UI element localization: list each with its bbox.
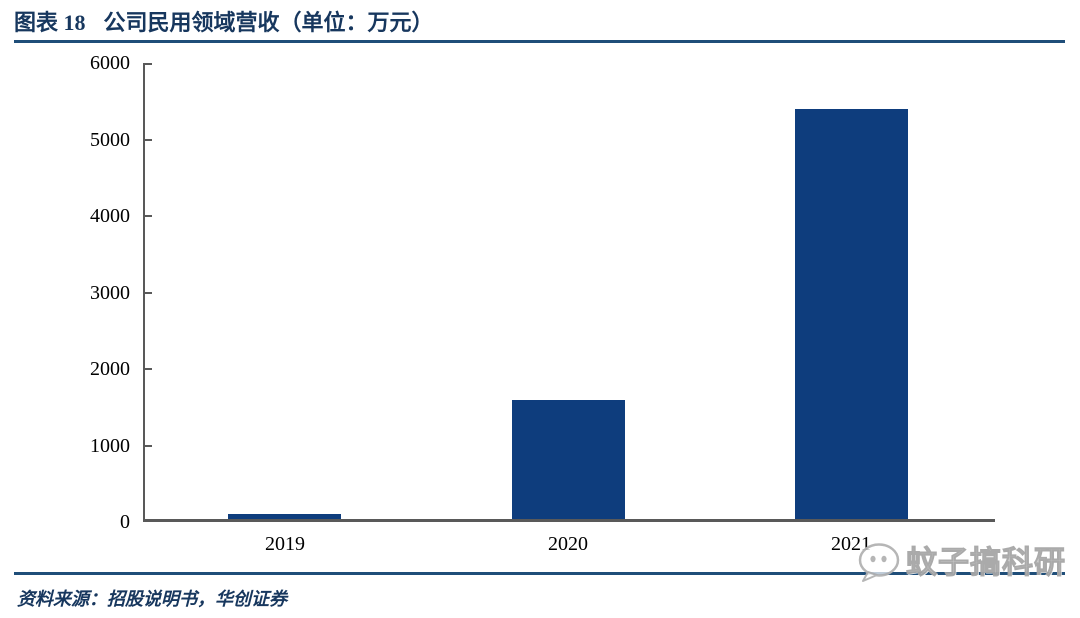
watermark-text: 蚊子搞科研 [906, 544, 1066, 580]
y-axis-tick-label: 3000 [90, 281, 130, 304]
figure-title-row: 图表 18 公司民用领域营收（单位：万元） [14, 5, 434, 37]
y-axis-tick [145, 63, 152, 65]
bar-2021 [795, 109, 908, 522]
y-axis-tick-label: 0 [120, 511, 130, 533]
bar-2019 [228, 514, 341, 522]
x-axis-line [143, 519, 995, 522]
y-axis-tick-label: 4000 [90, 205, 130, 227]
y-axis-tick [145, 368, 152, 370]
title-divider-line [14, 40, 1065, 43]
x-axis-label-2020: 2020 [548, 533, 588, 555]
bar-2020 [512, 400, 625, 522]
y-axis-tick-label: 1000 [90, 434, 130, 457]
figure-label: 图表 18 [14, 10, 86, 35]
figure-title: 公司民用领域营收（单位：万元） [103, 10, 434, 35]
source-note: 资料来源：招股说明书，华创证券 [17, 589, 287, 609]
y-axis-tick [145, 215, 152, 217]
y-axis-tick-label: 5000 [90, 128, 130, 151]
footer-divider-line [14, 572, 1065, 575]
y-axis-line [143, 63, 145, 522]
chat-bubble-face-icon [858, 543, 900, 582]
plot-area [143, 63, 995, 522]
y-axis-tick-label: 2000 [90, 358, 130, 380]
y-axis-tick [145, 291, 152, 294]
y-axis-tick [145, 138, 152, 141]
watermark: 蚊子搞科研 [856, 541, 1066, 583]
y-axis-tick [145, 444, 152, 447]
y-axis-tick-label: 6000 [90, 52, 130, 74]
x-axis-label-2019: 2019 [265, 533, 305, 555]
x-axis-label-2021: 2021 [831, 533, 871, 555]
